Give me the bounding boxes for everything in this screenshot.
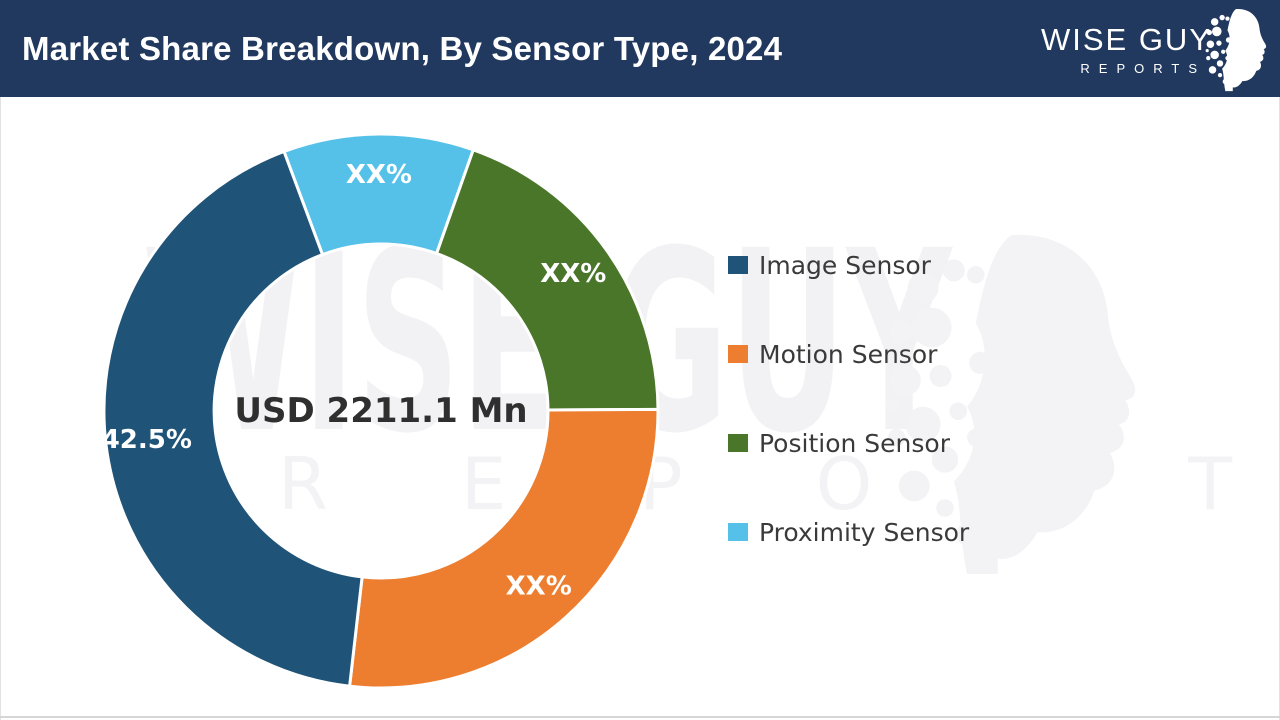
pie-slice-image-sensor <box>102 149 364 688</box>
pie-slice-motion-sensor <box>347 407 660 690</box>
legend-swatch <box>728 434 748 452</box>
legend-item: Image Sensor <box>728 250 969 280</box>
bottom-rule <box>0 716 1280 718</box>
legend-item: Position Sensor <box>728 428 969 458</box>
legend-swatch <box>728 256 748 274</box>
legend-item-label: Motion Sensor <box>759 339 938 369</box>
legend-swatch <box>728 523 748 541</box>
watermark-face <box>885 234 1136 574</box>
legend-swatch <box>728 345 748 363</box>
header-bar: Market Share Breakdown, By Sensor Type, … <box>0 0 1280 97</box>
logo-face-icon <box>1205 8 1267 92</box>
legend-item-label: Proximity Sensor <box>759 517 970 547</box>
logo-wordmark: WISE GUY <box>1040 22 1212 57</box>
slice-label: 42.5% <box>102 425 192 455</box>
legend-item: Proximity Sensor <box>728 517 969 547</box>
center-value: USD 2211.1 Mn <box>234 391 527 431</box>
legend-item-label: Position Sensor <box>759 428 950 458</box>
legend-item-label: Image Sensor <box>759 250 931 280</box>
pie-slice-position-sensor <box>434 147 660 412</box>
donut-chart: XX% XX% XX% 42.5% USD 2211.1 Mn <box>102 132 660 690</box>
page-title: Market Share Breakdown, By Sensor Type, … <box>22 29 783 67</box>
slice-label: XX% <box>346 160 412 190</box>
logo-subtitle: REPORTS <box>1080 61 1206 76</box>
watermark-subtitle: R E P O R T S <box>278 442 1280 526</box>
slice-label: XX% <box>540 259 606 289</box>
page-edge-left <box>0 97 1 720</box>
legend-item: Motion Sensor <box>728 339 969 369</box>
legend: Image Sensor Motion Sensor Position Sensor… <box>728 250 969 606</box>
slice-label: XX% <box>506 572 572 602</box>
